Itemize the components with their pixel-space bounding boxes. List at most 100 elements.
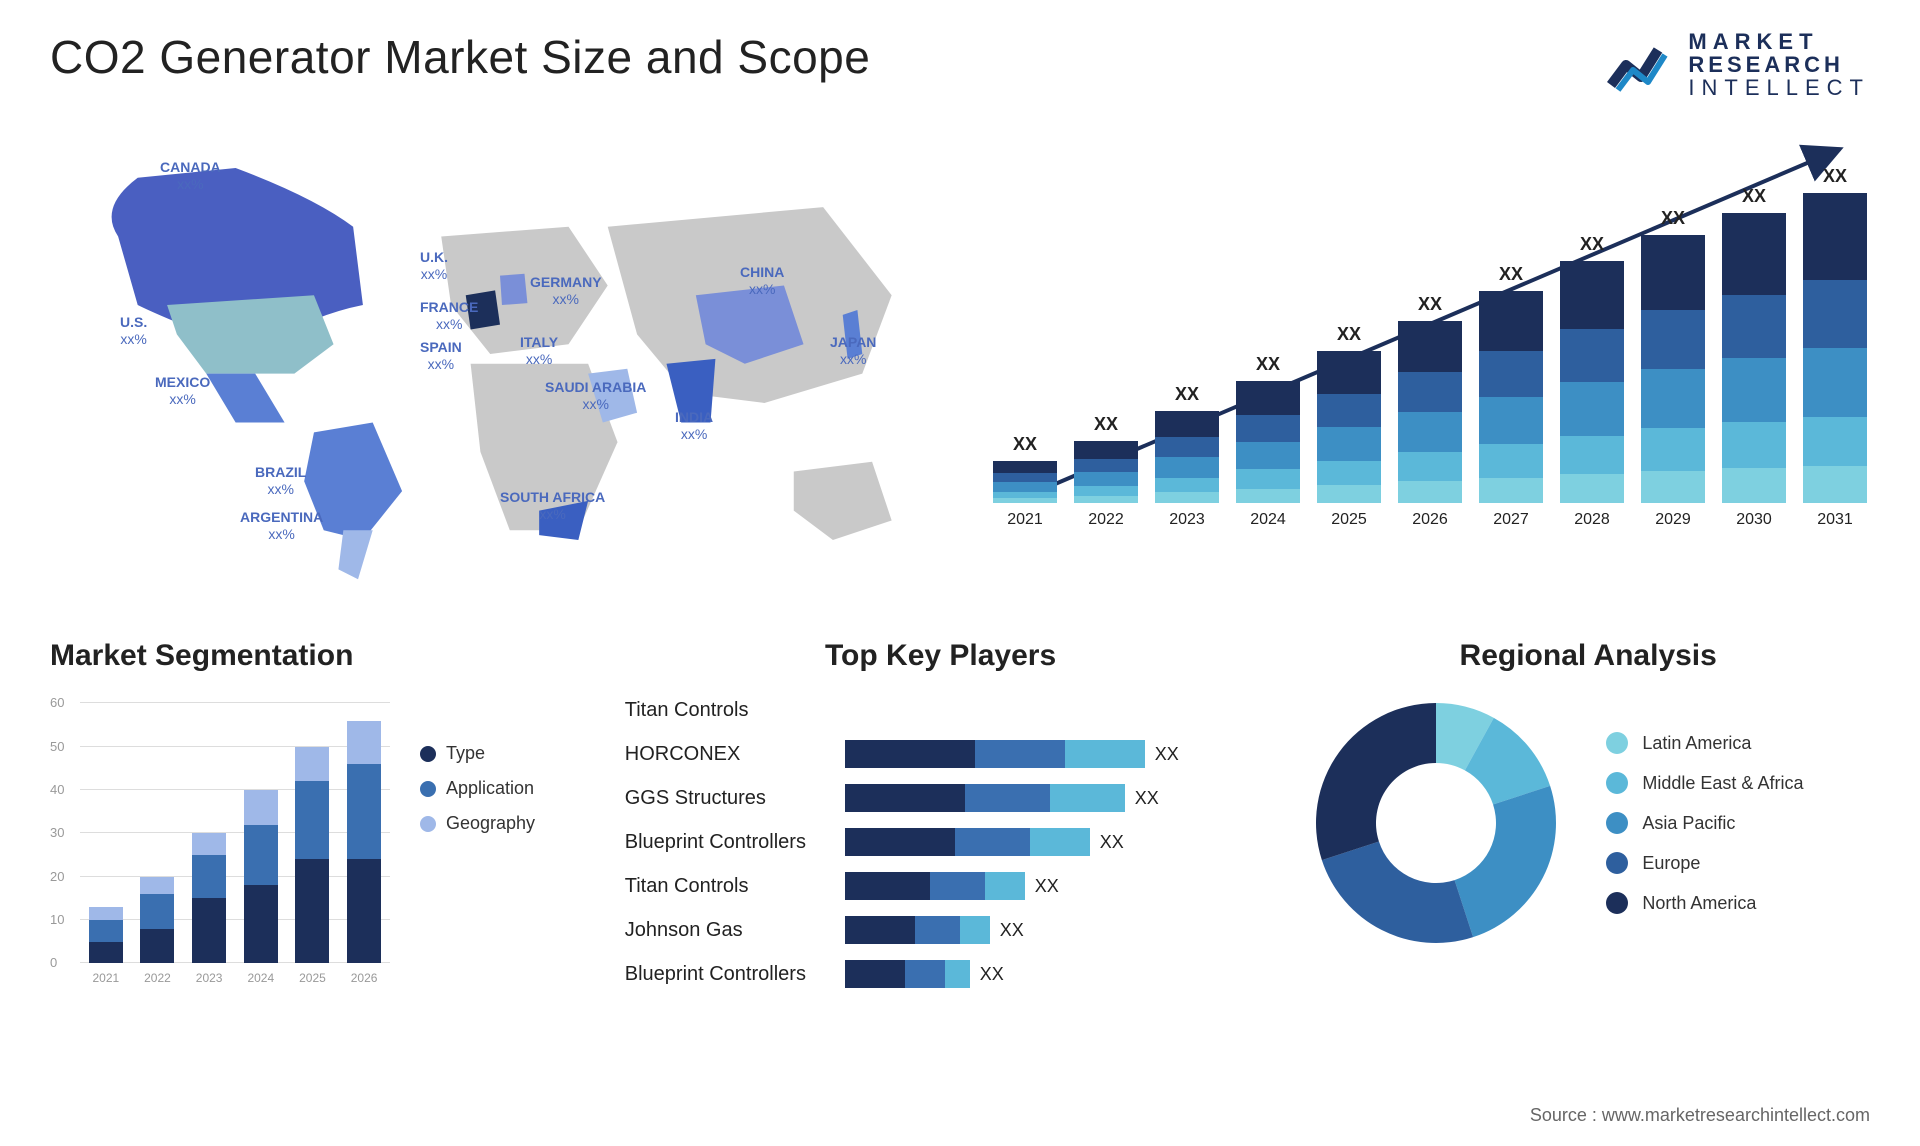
growth-year-label: 2024 <box>1250 511 1286 529</box>
regional-donut-chart <box>1306 693 1566 953</box>
logo-icon <box>1606 35 1676 95</box>
seg-legend-item: Type <box>420 743 535 764</box>
growth-bar-stack <box>1398 321 1462 503</box>
player-name: Blueprint Controllers <box>625 831 845 854</box>
map-label-germany: GERMANYxx% <box>530 274 602 308</box>
growth-bar-label: XX <box>1013 434 1037 455</box>
growth-bar-stack <box>1074 441 1138 503</box>
seg-ytick: 60 <box>50 695 64 710</box>
seg-year-label: 2021 <box>92 971 119 985</box>
seg-year-label: 2022 <box>144 971 171 985</box>
growth-year-label: 2025 <box>1331 511 1367 529</box>
seg-bar-2024: 2024 <box>244 790 278 963</box>
player-bar <box>845 784 1125 812</box>
player-row: Blueprint Controllers XX <box>625 957 1257 991</box>
header: CO2 Generator Market Size and Scope MARK… <box>50 30 1870 99</box>
player-name: GGS Structures <box>625 787 845 810</box>
regional-legend-item: Middle East & Africa <box>1606 772 1803 794</box>
player-row: Blueprint Controllers XX <box>625 825 1257 859</box>
map-label-japan: JAPANxx% <box>830 334 876 368</box>
player-name: Titan Controls <box>625 875 845 898</box>
growth-bar-2025: XX 2025 <box>1314 324 1384 529</box>
seg-bar-2022: 2022 <box>140 877 174 964</box>
key-players-panel: Top Key Players Titan ControlsHORCONEXXX… <box>625 639 1257 1001</box>
growth-bar-2031: XX 2031 <box>1800 166 1870 529</box>
player-row: HORCONEXXX <box>625 737 1257 771</box>
map-label-argentina: ARGENTINAxx% <box>240 509 323 543</box>
player-row: Titan ControlsXX <box>625 869 1257 903</box>
seg-legend-item: Application <box>420 778 535 799</box>
player-name: Blueprint Controllers <box>625 963 845 986</box>
map-label-italy: ITALYxx% <box>520 334 558 368</box>
growth-bar-2029: XX 2029 <box>1638 208 1708 529</box>
regional-legend: Latin America Middle East & Africa Asia Pa… <box>1606 732 1803 914</box>
legend-dot-icon <box>420 781 436 797</box>
seg-year-label: 2025 <box>299 971 326 985</box>
player-row: Titan Controls <box>625 693 1257 727</box>
map-label-mexico: MEXICOxx% <box>155 374 210 408</box>
legend-dot-icon <box>1606 852 1628 874</box>
player-bar <box>845 872 1025 900</box>
seg-ytick: 20 <box>50 869 64 884</box>
player-value: XX <box>980 964 1004 985</box>
growth-bar-2023: XX2023 <box>1152 384 1222 529</box>
player-value: XX <box>1155 744 1179 765</box>
player-value: XX <box>1135 788 1159 809</box>
regional-legend-item: Asia Pacific <box>1606 812 1803 834</box>
segmentation-chart: 202120222023202420252026 0102030405060 <box>50 693 390 993</box>
map-label-spain: SPAINxx% <box>420 339 462 373</box>
player-name: Johnson Gas <box>625 919 845 942</box>
regional-legend-item: Europe <box>1606 852 1803 874</box>
growth-bar-label: XX <box>1742 186 1766 207</box>
legend-dot-icon <box>1606 732 1628 754</box>
seg-year-label: 2026 <box>351 971 378 985</box>
donut-slice <box>1316 703 1436 860</box>
growth-bar-2026: XX2026 <box>1395 294 1465 529</box>
map-label-india: INDIAxx% <box>675 409 713 443</box>
growth-bar-2021: XX 2021 <box>990 434 1060 529</box>
growth-bar-2027: XX2027 <box>1476 264 1546 529</box>
map-region-mex <box>206 374 284 423</box>
regional-legend-item: North America <box>1606 892 1803 914</box>
growth-bar-label: XX <box>1337 324 1361 345</box>
growth-year-label: 2029 <box>1655 511 1691 529</box>
legend-dot-icon <box>1606 812 1628 834</box>
map-label-china: CHINAxx% <box>740 264 784 298</box>
player-value: XX <box>1100 832 1124 853</box>
growth-bar-2030: XX 2030 <box>1719 186 1789 529</box>
growth-year-label: 2031 <box>1817 511 1853 529</box>
player-bar <box>845 740 1145 768</box>
player-name: Titan Controls <box>625 699 845 722</box>
growth-bar-stack <box>1317 351 1381 503</box>
regional-panel: Regional Analysis Latin AmericaMiddle Ea… <box>1306 639 1870 1001</box>
growth-bar-2028: XX2028 <box>1557 234 1627 529</box>
segmentation-legend: TypeApplicationGeography <box>420 693 535 993</box>
legend-dot-icon <box>420 746 436 762</box>
map-region-sa2 <box>338 531 372 580</box>
player-value: XX <box>1000 920 1024 941</box>
seg-year-label: 2023 <box>196 971 223 985</box>
growth-year-label: 2027 <box>1493 511 1529 529</box>
map-label-saudiarabia: SAUDI ARABIAxx% <box>545 379 646 413</box>
donut-slice <box>1455 786 1556 937</box>
growth-year-label: 2028 <box>1574 511 1610 529</box>
growth-chart-panel: XX2021XX2022XX2023XX2024XX2025XX2026XX20… <box>990 119 1870 589</box>
player-bar <box>845 916 990 944</box>
growth-bar-label: XX <box>1823 166 1847 187</box>
growth-bar-label: XX <box>1175 384 1199 405</box>
growth-year-label: 2030 <box>1736 511 1772 529</box>
source-text: Source : www.marketresearchintellect.com <box>1530 1105 1870 1126</box>
map-label-france: FRANCExx% <box>420 299 478 333</box>
legend-dot-icon <box>420 816 436 832</box>
growth-year-label: 2022 <box>1088 511 1124 529</box>
regional-legend-item: Latin America <box>1606 732 1803 754</box>
growth-bar-label: XX <box>1256 354 1280 375</box>
growth-year-label: 2021 <box>1007 511 1043 529</box>
growth-bar-label: XX <box>1094 414 1118 435</box>
logo-text: MARKET RESEARCH INTELLECT <box>1688 30 1870 99</box>
growth-bar-label: XX <box>1661 208 1685 229</box>
player-bar <box>845 960 970 988</box>
legend-dot-icon <box>1606 892 1628 914</box>
donut-slice <box>1322 842 1473 943</box>
segmentation-title: Market Segmentation <box>50 639 575 673</box>
